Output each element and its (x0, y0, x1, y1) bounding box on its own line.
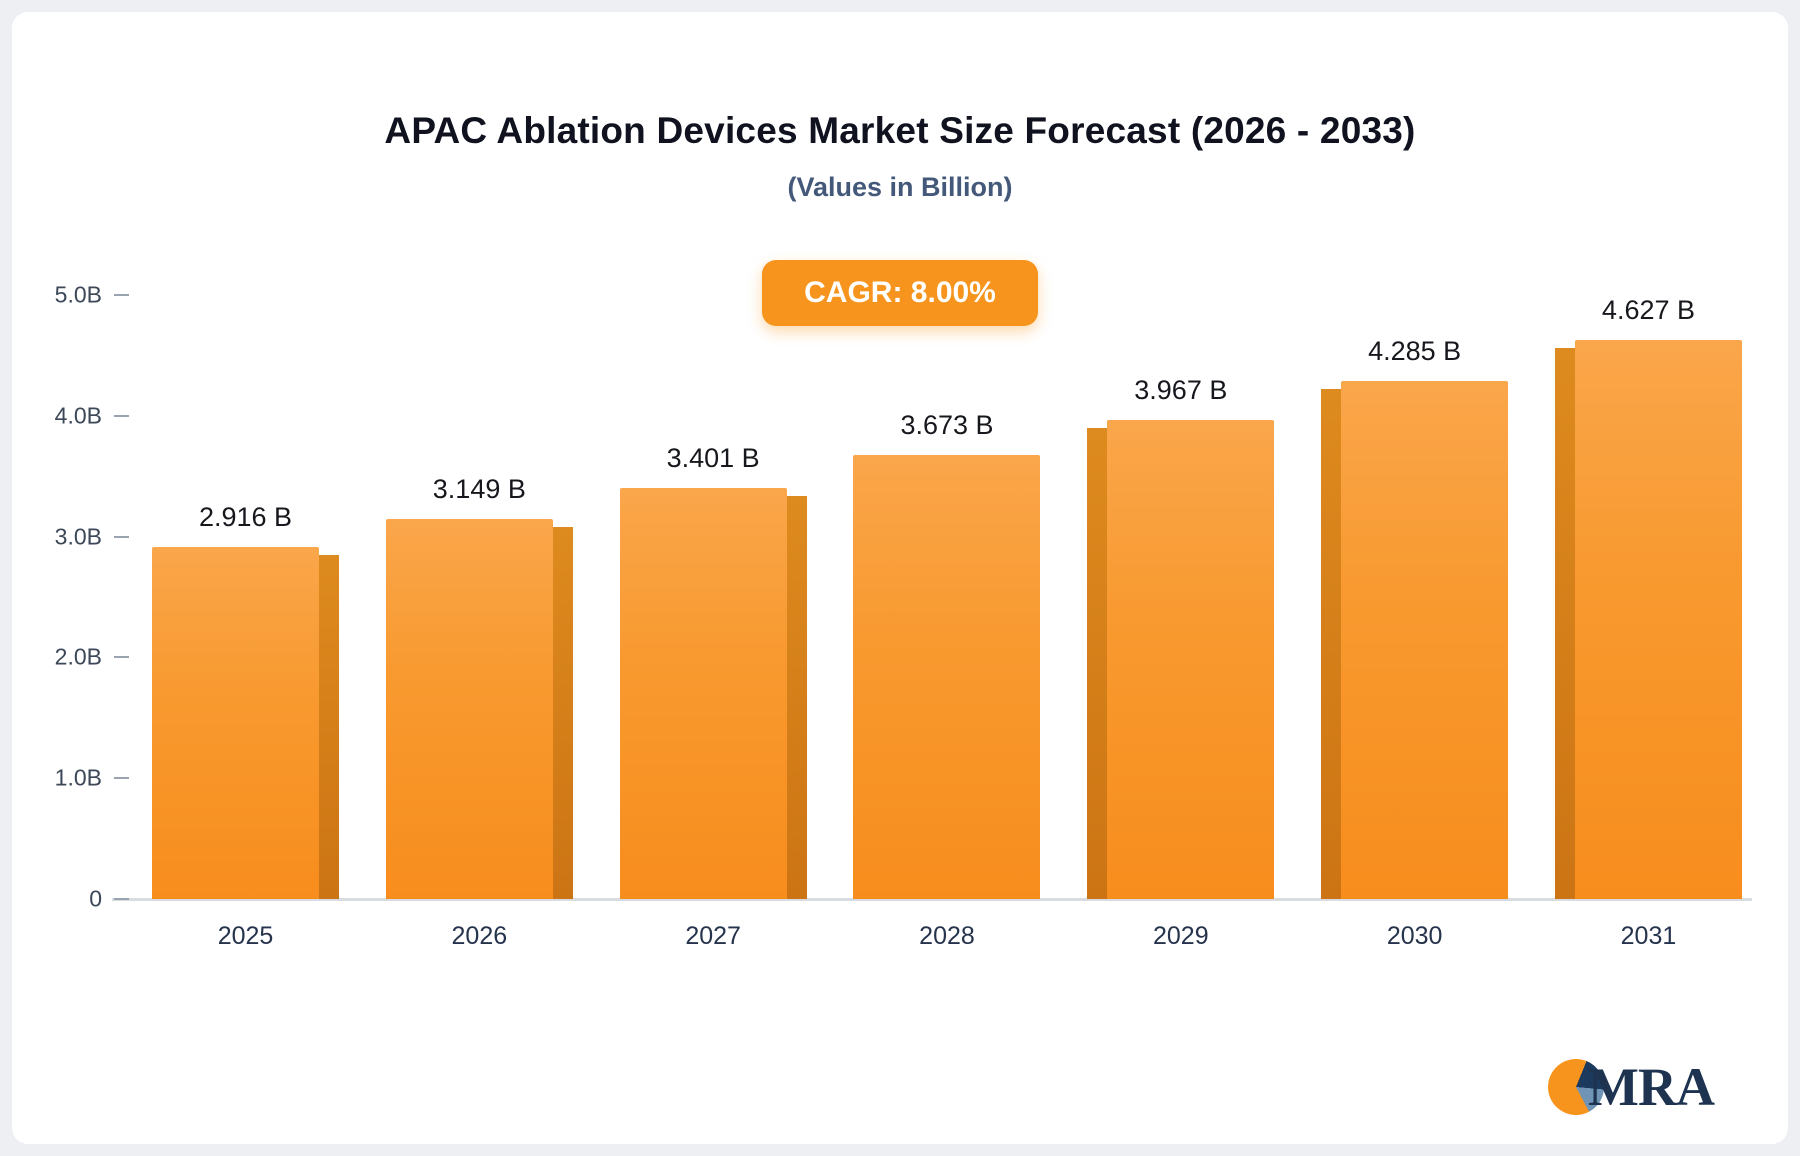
bar-side-shade (1087, 427, 1108, 899)
bar-face (152, 546, 319, 899)
bar-value-label: 3.673 B (900, 410, 994, 441)
bar-2029 (1087, 419, 1275, 899)
bar-value-label: 3.401 B (666, 443, 760, 474)
bar-2028 (853, 455, 1041, 899)
bar-slot: 3.967 B 2029 (1087, 295, 1275, 950)
y-tick-mark (114, 777, 129, 780)
bar-2027 (619, 488, 807, 899)
bar-face (385, 518, 553, 899)
chart-title: APAC Ablation Devices Market Size Foreca… (384, 110, 1416, 151)
bar-side-shade (1554, 348, 1575, 899)
bar-slot: 2.916 B 2025 (152, 295, 339, 950)
bar-face (1341, 381, 1509, 899)
bar-side-shade (552, 526, 573, 899)
bar-face (619, 488, 787, 899)
bar-face (1574, 340, 1742, 899)
bar-2030 (1321, 381, 1509, 899)
bar-value-label: 2.916 B (198, 501, 293, 532)
badge-row: CAGR: 8.00% (12, 260, 1788, 326)
y-tick-label: 1.0B (54, 764, 102, 791)
bar-side-shade (786, 496, 807, 899)
x-axis-label: 2025 (217, 922, 274, 950)
bar-value-label: 3.967 B (1134, 374, 1228, 405)
bar-face (1107, 419, 1275, 899)
cagr-badge: CAGR: 8.00% (762, 260, 1038, 326)
y-tick-label: 2.0B (54, 643, 102, 670)
x-axis-label: 2030 (1386, 922, 1443, 950)
y-tick-label: 3.0B (54, 523, 102, 550)
bar-slot: 4.627 B 2031 (1554, 295, 1742, 950)
x-axis-label: 2028 (919, 922, 975, 950)
chart-card: APAC Ablation Devices Market Size Foreca… (12, 12, 1788, 1144)
bar-side-shade (319, 554, 339, 899)
bar-slot: 3.149 B 2026 (385, 295, 573, 950)
y-tick-label: 4.0B (54, 402, 102, 429)
y-tick-label: 5.0B (54, 281, 102, 308)
bars-container: 2.916 B 2025 3.149 B 2026 3.401 B 2027 3.673 B… (152, 295, 1742, 950)
y-tick-mark (114, 656, 129, 659)
x-axis-label: 2031 (1620, 922, 1677, 950)
bar-slot: 3.401 B 2027 (619, 295, 807, 950)
y-tick-mark (114, 414, 129, 417)
mra-logo: MRA (1548, 1056, 1715, 1118)
bar-2025 (152, 546, 339, 899)
bar-value-label: 3.149 B (432, 473, 526, 504)
bar-2026 (385, 518, 573, 899)
x-axis-label: 2029 (1153, 922, 1209, 950)
x-axis-label: 2026 (451, 922, 508, 950)
x-axis-label: 2027 (685, 922, 741, 950)
bar-value-label: 4.627 B (1601, 295, 1695, 326)
y-tick-mark (114, 535, 129, 538)
bar-side-shade (1321, 389, 1342, 899)
bar-slot: 4.285 B 2030 (1321, 295, 1509, 950)
y-tick-label: 0 (89, 885, 102, 912)
y-tick-mark (114, 898, 129, 900)
mra-logo-pie-icon (1548, 1059, 1605, 1115)
bar-2031 (1554, 340, 1742, 899)
y-tick-mark (114, 294, 129, 296)
mra-logo-text: MRA (1588, 1057, 1715, 1117)
bar-face (853, 455, 1041, 899)
plot-area: 2.916 B 2025 3.149 B 2026 3.401 B 2027 3.673 B… (12, 282, 1752, 950)
chart-subtitle: (Values in Billion) (787, 172, 1013, 202)
x-axis-line (112, 898, 1752, 901)
bar-value-label: 4.285 B (1368, 336, 1462, 367)
bar-slot: 3.673 B 2028 (853, 295, 1041, 950)
